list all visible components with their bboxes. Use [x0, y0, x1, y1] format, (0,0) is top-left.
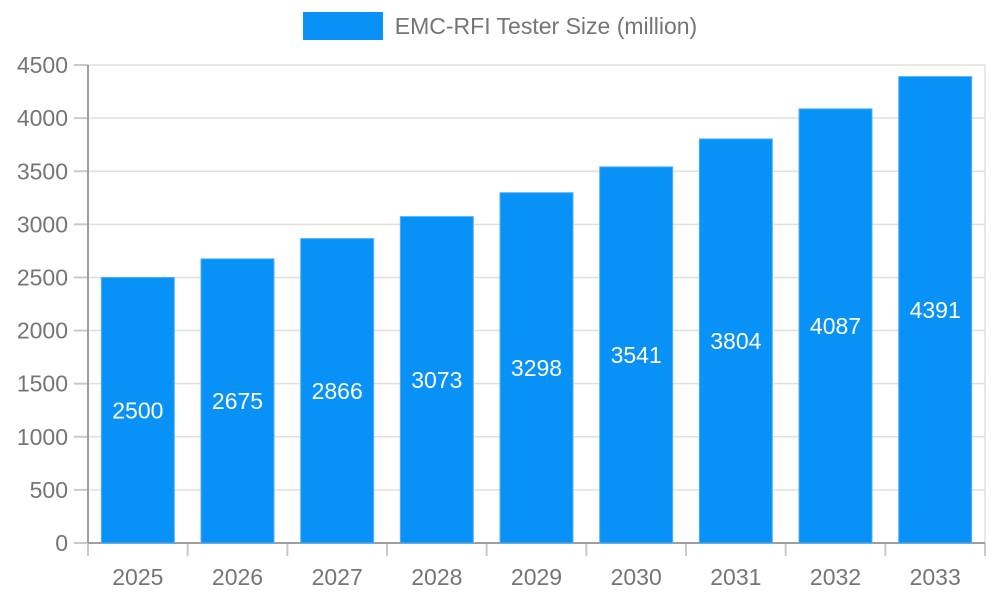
- y-axis-label: 3000: [17, 211, 68, 237]
- bar-value-label: 3073: [411, 367, 462, 393]
- bar[interactable]: [300, 238, 375, 544]
- x-axis-label: 2029: [511, 564, 562, 590]
- y-axis-label: 2000: [17, 318, 68, 344]
- legend: EMC-RFI Tester Size (million): [0, 12, 1000, 40]
- bar-value-label: 3298: [511, 355, 562, 381]
- legend-label: EMC-RFI Tester Size (million): [394, 12, 698, 39]
- x-axis-label: 2033: [910, 564, 961, 590]
- x-axis-label: 2032: [810, 564, 861, 590]
- legend-swatch-icon: [302, 12, 383, 40]
- x-axis-label: 2027: [312, 564, 363, 590]
- bar[interactable]: [798, 108, 873, 544]
- bar[interactable]: [898, 76, 973, 544]
- y-axis-label: 1000: [17, 424, 68, 450]
- x-axis-label: 2026: [212, 564, 263, 590]
- bar-value-label: 3804: [710, 328, 761, 354]
- y-axis-label: 500: [30, 477, 68, 503]
- bar-value-label: 2675: [212, 388, 263, 414]
- y-axis-label: 4000: [17, 105, 68, 131]
- x-axis-label: 2030: [611, 564, 662, 590]
- y-axis-label: 0: [55, 530, 68, 556]
- bar-value-label: 3541: [611, 342, 662, 368]
- legend-item[interactable]: EMC-RFI Tester Size (million): [302, 12, 698, 40]
- bar[interactable]: [200, 258, 275, 544]
- y-axis-label: 4500: [17, 52, 68, 78]
- bar-value-label: 4087: [810, 313, 861, 339]
- bar-value-label: 2866: [312, 378, 363, 404]
- bar[interactable]: [399, 216, 474, 544]
- x-axis-label: 2031: [710, 564, 761, 590]
- bar[interactable]: [698, 138, 773, 544]
- bar[interactable]: [100, 276, 175, 544]
- x-axis-label: 2028: [411, 564, 462, 590]
- y-axis-label: 3500: [17, 158, 68, 184]
- bar-value-label: 4391: [910, 297, 961, 323]
- bar-value-label: 2500: [112, 397, 163, 423]
- y-axis-label: 2500: [17, 264, 68, 290]
- bar[interactable]: [499, 192, 574, 544]
- y-axis-label: 1500: [17, 371, 68, 397]
- bar[interactable]: [599, 166, 674, 544]
- x-axis-label: 2025: [112, 564, 163, 590]
